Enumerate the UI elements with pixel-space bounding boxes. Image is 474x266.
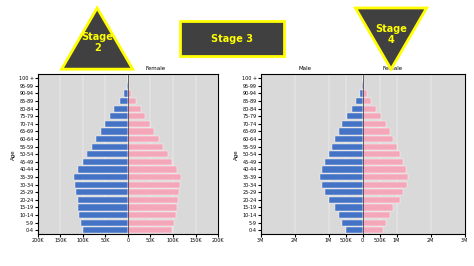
Bar — [363, 90, 367, 97]
Bar — [332, 144, 363, 150]
Bar — [363, 106, 376, 112]
Bar — [97, 136, 128, 142]
Text: Stage
2: Stage 2 — [81, 32, 113, 53]
Bar — [363, 121, 386, 127]
Bar — [124, 90, 128, 97]
Bar — [74, 174, 128, 180]
Bar — [128, 227, 172, 233]
Y-axis label: Age: Age — [11, 149, 16, 160]
Bar — [76, 189, 128, 195]
Text: Male: Male — [299, 66, 312, 71]
Bar — [363, 174, 409, 180]
Bar — [353, 106, 363, 112]
Bar — [115, 106, 128, 112]
Bar — [128, 159, 172, 165]
Bar — [78, 167, 128, 173]
Bar — [322, 182, 363, 188]
Bar — [128, 128, 154, 135]
Bar — [360, 90, 363, 97]
Bar — [363, 128, 390, 135]
Bar — [128, 182, 180, 188]
Bar — [128, 90, 131, 97]
Bar — [347, 113, 363, 119]
Bar — [78, 205, 128, 210]
Bar — [128, 136, 159, 142]
Bar — [128, 113, 145, 119]
Bar — [339, 128, 363, 135]
Bar — [75, 182, 128, 188]
Bar — [83, 227, 128, 233]
Bar — [362, 83, 363, 89]
Bar — [83, 159, 128, 165]
Bar — [128, 83, 129, 89]
Bar — [339, 212, 363, 218]
Bar — [79, 212, 128, 218]
Bar — [128, 167, 177, 173]
Bar — [128, 106, 141, 112]
Bar — [356, 98, 363, 104]
Bar — [127, 83, 128, 89]
Text: Female: Female — [146, 66, 166, 71]
Bar — [101, 128, 128, 135]
Bar — [363, 189, 403, 195]
Bar — [120, 98, 128, 104]
Bar — [363, 136, 393, 142]
Bar — [336, 136, 363, 142]
Bar — [128, 189, 179, 195]
Bar — [363, 113, 381, 119]
Bar — [78, 197, 128, 203]
Bar — [325, 189, 363, 195]
Text: Stage 3: Stage 3 — [211, 34, 253, 44]
Text: Female: Female — [383, 66, 403, 71]
Bar — [128, 220, 174, 226]
Bar — [342, 121, 363, 127]
Y-axis label: Age: Age — [234, 149, 239, 160]
Bar — [342, 220, 363, 226]
Bar — [363, 212, 390, 218]
Bar — [92, 144, 128, 150]
Bar — [87, 151, 128, 157]
Bar — [105, 121, 128, 127]
Bar — [363, 167, 406, 173]
Bar — [363, 182, 407, 188]
Bar — [128, 205, 177, 210]
Bar — [346, 227, 363, 233]
Bar — [128, 121, 150, 127]
Text: Stage
4: Stage 4 — [375, 24, 407, 45]
Bar — [336, 205, 363, 210]
Bar — [363, 83, 364, 89]
Text: Male: Male — [70, 66, 83, 71]
Bar — [128, 144, 163, 150]
Bar — [363, 98, 371, 104]
Bar — [320, 174, 363, 180]
Bar — [363, 197, 400, 203]
Bar — [81, 220, 128, 226]
Bar — [363, 159, 403, 165]
Bar — [328, 197, 363, 203]
Bar — [363, 151, 400, 157]
Bar — [128, 98, 136, 104]
Bar — [363, 220, 386, 226]
Bar — [128, 197, 177, 203]
Bar — [325, 159, 363, 165]
Bar — [128, 174, 181, 180]
Bar — [128, 212, 176, 218]
Bar — [363, 205, 393, 210]
Bar — [363, 227, 383, 233]
Bar — [328, 151, 363, 157]
Bar — [363, 144, 397, 150]
Bar — [110, 113, 128, 119]
Bar — [128, 151, 168, 157]
Bar — [322, 167, 363, 173]
